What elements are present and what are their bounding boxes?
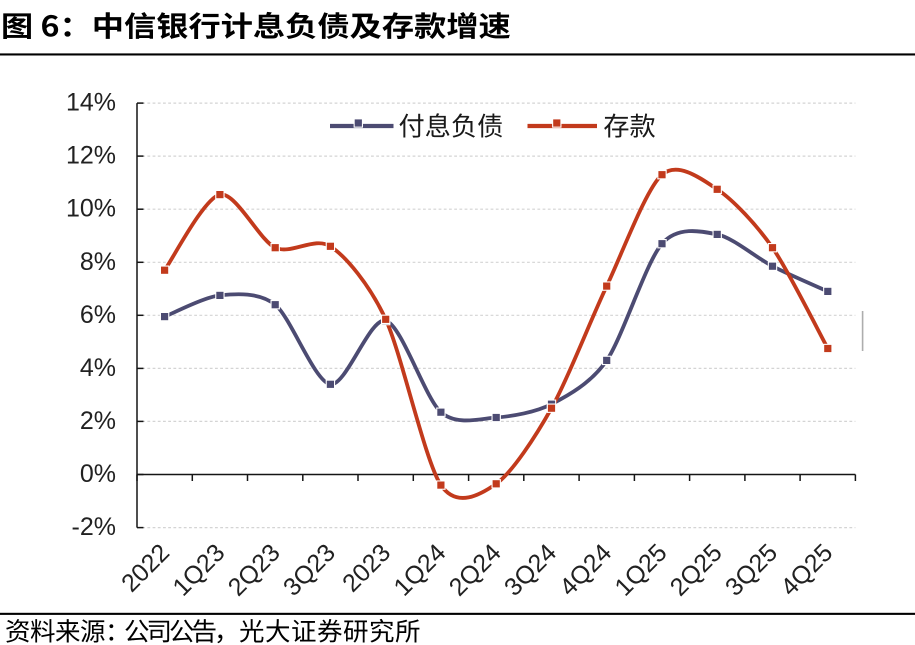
svg-text:8%: 8% bbox=[80, 248, 116, 276]
svg-text:0%: 0% bbox=[80, 460, 116, 488]
svg-text:2%: 2% bbox=[80, 407, 116, 435]
svg-text:12%: 12% bbox=[66, 142, 116, 170]
svg-text:6%: 6% bbox=[80, 301, 116, 329]
svg-text:-2%: -2% bbox=[72, 513, 116, 541]
svg-text:10%: 10% bbox=[66, 195, 116, 223]
svg-text:14%: 14% bbox=[66, 89, 116, 117]
svg-text:4%: 4% bbox=[80, 354, 116, 382]
